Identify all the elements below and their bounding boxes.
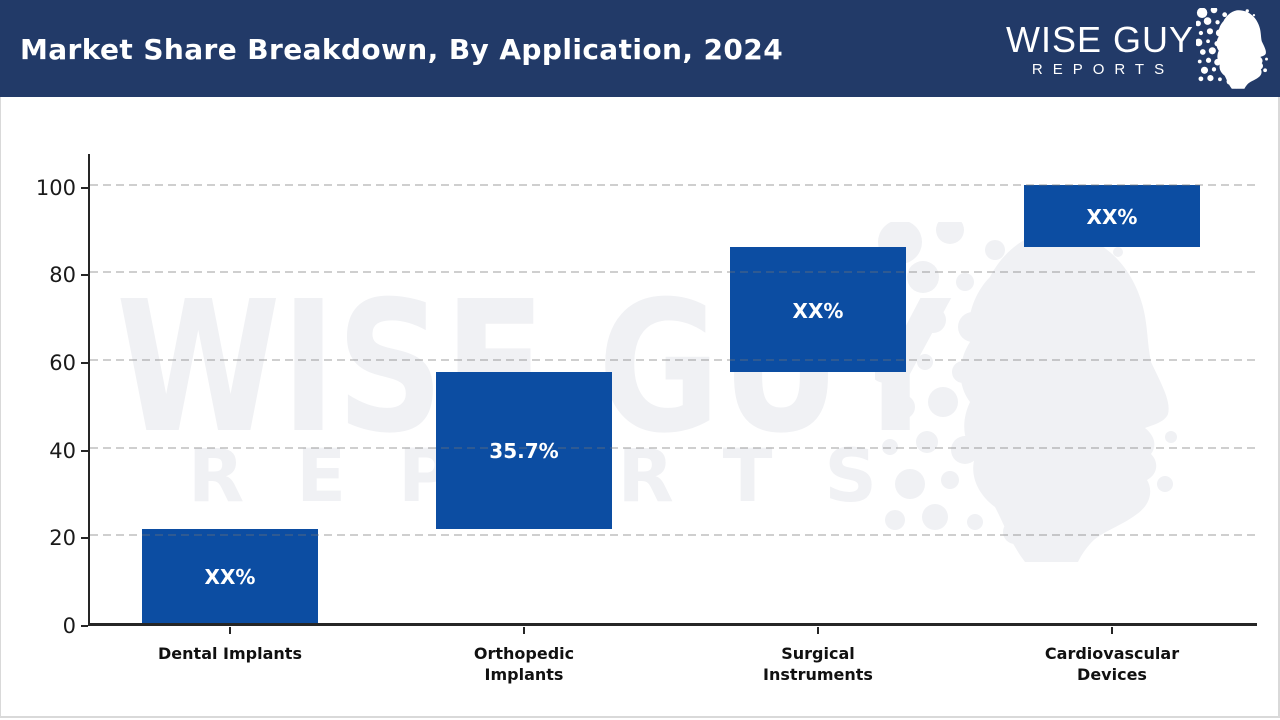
gridline-y-60 — [90, 358, 1257, 361]
category-label-3: Surgical Instruments — [763, 644, 873, 684]
header-bar: Market Share Breakdown, By Application, … — [0, 0, 1280, 97]
brand-head-icon — [1196, 8, 1268, 89]
brand-name: WISE GUY — [1005, 18, 1194, 60]
bar-value-label-1: XX% — [204, 564, 256, 589]
bar-4 — [1024, 184, 1200, 248]
bar-value-label-4: XX% — [1086, 204, 1138, 229]
plot-area: XX% 35.7% XX% XX% — [88, 154, 1257, 626]
y-axis-label-0: 0 — [62, 614, 76, 638]
y-axis-label-40: 40 — [49, 438, 76, 463]
y-axis-label-20: 20 — [49, 526, 76, 551]
bar-1 — [142, 528, 318, 623]
y-axis-tick-60 — [81, 361, 88, 364]
y-axis-tick-40 — [81, 449, 88, 452]
x-axis-tick-4 — [1111, 627, 1113, 634]
y-axis-tick-20 — [81, 537, 88, 540]
gridline-y-100 — [90, 183, 1257, 186]
category-label-1: Dental Implants — [158, 644, 302, 663]
bar-value-label-3: XX% — [792, 298, 844, 323]
bar-3 — [730, 247, 906, 373]
gridline-y-80 — [90, 271, 1257, 274]
category-label-2: Orthopedic Implants — [473, 644, 575, 684]
brand-subname: REPORTS — [1031, 60, 1175, 78]
y-axis-label-80: 80 — [49, 263, 76, 288]
y-axis-tick-0 — [81, 625, 88, 627]
chart-canvas: WISE GUY REPORTS XX%35.7%XX%XX% 02040608… — [0, 97, 1280, 720]
category-label-4: Cardiovascular Devices — [1044, 644, 1180, 684]
bar-value-label-2: 35.7% — [489, 439, 559, 464]
gridline-y-20 — [90, 534, 1257, 537]
y-axis-label-100: 100 — [35, 175, 76, 200]
x-axis-tick-3 — [817, 627, 819, 634]
y-axis-tick-80 — [81, 274, 88, 277]
y-axis-tick-100 — [81, 186, 88, 189]
bar-2 — [436, 372, 612, 529]
gridline-y-40 — [90, 446, 1257, 449]
brand-logo: WISE GUY REPORTS — [1006, 6, 1270, 92]
x-axis-tick-1 — [229, 627, 231, 634]
page-title: Market Share Breakdown, By Application, … — [20, 33, 784, 66]
y-axis-label-60: 60 — [49, 350, 76, 375]
x-axis-tick-2 — [523, 627, 525, 634]
brand-logo-text: WISE GUY REPORTS — [1005, 18, 1194, 78]
